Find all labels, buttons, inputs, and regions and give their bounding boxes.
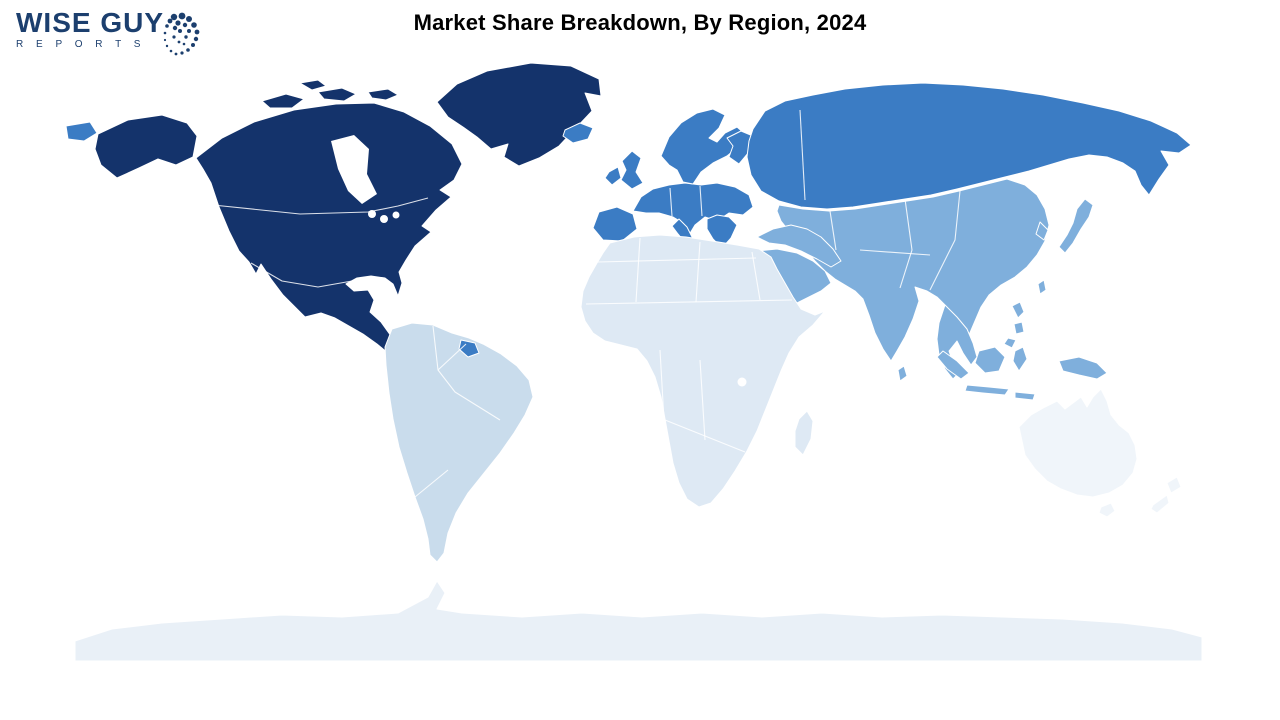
region-alaska	[94, 114, 198, 179]
region-philippines-2	[1013, 321, 1025, 335]
region-arctic-island-2	[317, 87, 357, 102]
region-philippines-1	[1011, 301, 1025, 319]
region-philippines-3	[1003, 337, 1017, 349]
border-usa-mexico	[250, 262, 353, 288]
region-ireland	[604, 166, 622, 186]
region-canada-usa-mexico	[195, 102, 463, 355]
region-arctic-island-3	[367, 88, 399, 101]
region-iran-plateau	[756, 224, 842, 268]
region-balkans	[706, 214, 738, 249]
region-lesser-sunda	[1014, 391, 1036, 401]
border-south-america-3	[414, 469, 449, 498]
border-africa-8	[664, 419, 746, 453]
great-lake-2	[380, 215, 388, 223]
region-south-america	[384, 322, 534, 563]
region-french-guiana	[458, 339, 480, 358]
region-japan	[1058, 198, 1094, 254]
region-sumatra	[936, 350, 970, 380]
region-madagascar	[794, 410, 814, 456]
region-korea	[1035, 221, 1049, 241]
border-south-america-2	[437, 369, 501, 421]
wiseguy-logo: WISE GUY R E P O R T S	[16, 8, 204, 60]
region-australia	[1018, 388, 1138, 498]
border-asia-3	[929, 190, 961, 291]
region-new-guinea	[1058, 356, 1108, 380]
region-tasmania	[1098, 502, 1116, 518]
border-africa-4	[695, 241, 701, 303]
region-borneo	[974, 346, 1006, 374]
border-africa-2	[585, 299, 793, 305]
lake-victoria	[737, 377, 747, 387]
border-africa-1	[597, 257, 757, 263]
region-west-central-europe	[632, 182, 754, 236]
border-africa-3	[635, 237, 641, 303]
border-africa-5	[751, 251, 761, 301]
region-russia-left-wrap	[65, 121, 98, 142]
border-usa-canada	[212, 197, 429, 215]
region-iceland	[562, 122, 594, 144]
border-africa-6	[659, 349, 665, 421]
border-africa-7	[699, 359, 706, 441]
logo-subtext: R E P O R T S	[16, 39, 146, 51]
region-arctic-island-4	[299, 79, 327, 91]
logo-wordmark: WISE GUY	[16, 7, 165, 38]
region-java	[964, 384, 1010, 396]
border-asia-4	[859, 249, 931, 256]
region-antarctica	[74, 580, 1203, 662]
border-europe-2	[699, 185, 703, 217]
region-iberia	[592, 206, 638, 242]
country-borders	[212, 109, 961, 498]
region-greenland	[436, 62, 602, 167]
logo-head-dots-icon	[163, 12, 200, 56]
great-lake-3	[392, 211, 400, 219]
region-taiwan	[1037, 279, 1047, 295]
hudson-bay-water	[331, 135, 377, 204]
region-new-zealand-north	[1166, 476, 1182, 494]
region-new-zealand-south	[1150, 494, 1170, 514]
border-asia-2	[899, 198, 913, 289]
region-russia	[746, 82, 1192, 210]
border-europe-1	[669, 187, 673, 217]
region-finland	[726, 130, 754, 165]
border-asia-1	[829, 210, 837, 251]
border-russia-1	[799, 109, 806, 201]
region-sulawesi	[1012, 346, 1028, 372]
chart-title: Market Share Breakdown, By Region, 2024	[413, 10, 867, 35]
region-scandinavia	[660, 108, 746, 185]
region-arctic-island-1	[261, 93, 305, 109]
region-uk	[620, 150, 644, 190]
region-sri-lanka	[897, 365, 908, 382]
